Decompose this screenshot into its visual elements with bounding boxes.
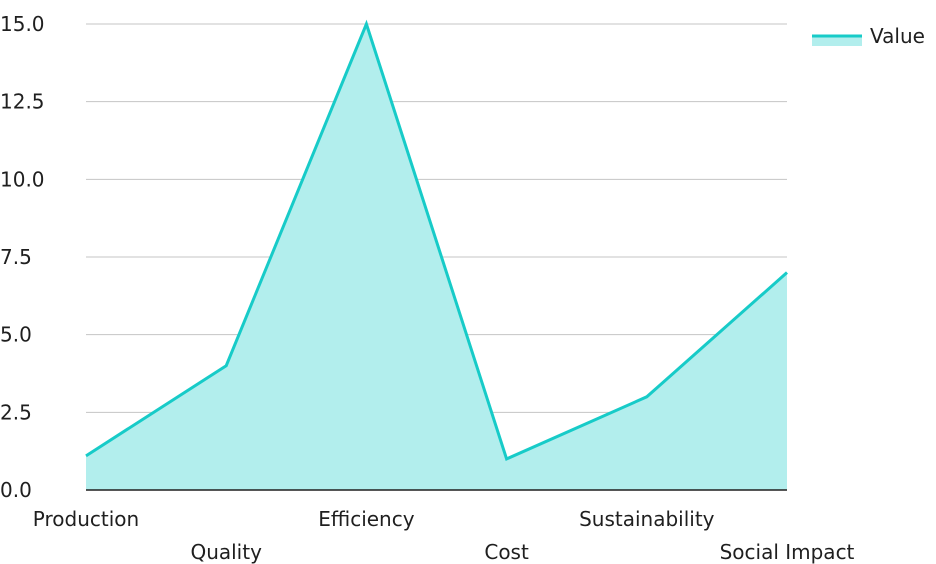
legend-label: Value bbox=[870, 24, 925, 48]
legend: Value bbox=[812, 24, 925, 48]
y-tick-label: 10.0 bbox=[0, 167, 45, 191]
x-tick-label: Social Impact bbox=[720, 540, 855, 564]
x-tick-label: Production bbox=[33, 507, 139, 531]
y-tick-label: 7.5 bbox=[0, 245, 32, 269]
x-tick-label: Cost bbox=[484, 540, 529, 564]
legend-swatch-fill bbox=[812, 36, 862, 46]
y-tick-label: 5.0 bbox=[0, 323, 32, 347]
x-tick-label: Sustainability bbox=[579, 507, 715, 531]
y-axis-ticks: 0.0 2.5 5.0 7.5 10.0 12.5 15.0 bbox=[0, 12, 45, 502]
area-fill bbox=[86, 24, 787, 490]
y-tick-label: 15.0 bbox=[0, 12, 45, 36]
x-tick-label: Efficiency bbox=[318, 507, 415, 531]
x-tick-label: Quality bbox=[190, 540, 262, 564]
x-axis-ticks: Production Quality Efficiency Cost Sustainab… bbox=[33, 507, 855, 564]
series-line bbox=[85, 19, 788, 461]
y-tick-label: 12.5 bbox=[0, 90, 45, 114]
y-tick-label: 0.0 bbox=[0, 478, 32, 502]
y-tick-label: 2.5 bbox=[0, 400, 32, 424]
